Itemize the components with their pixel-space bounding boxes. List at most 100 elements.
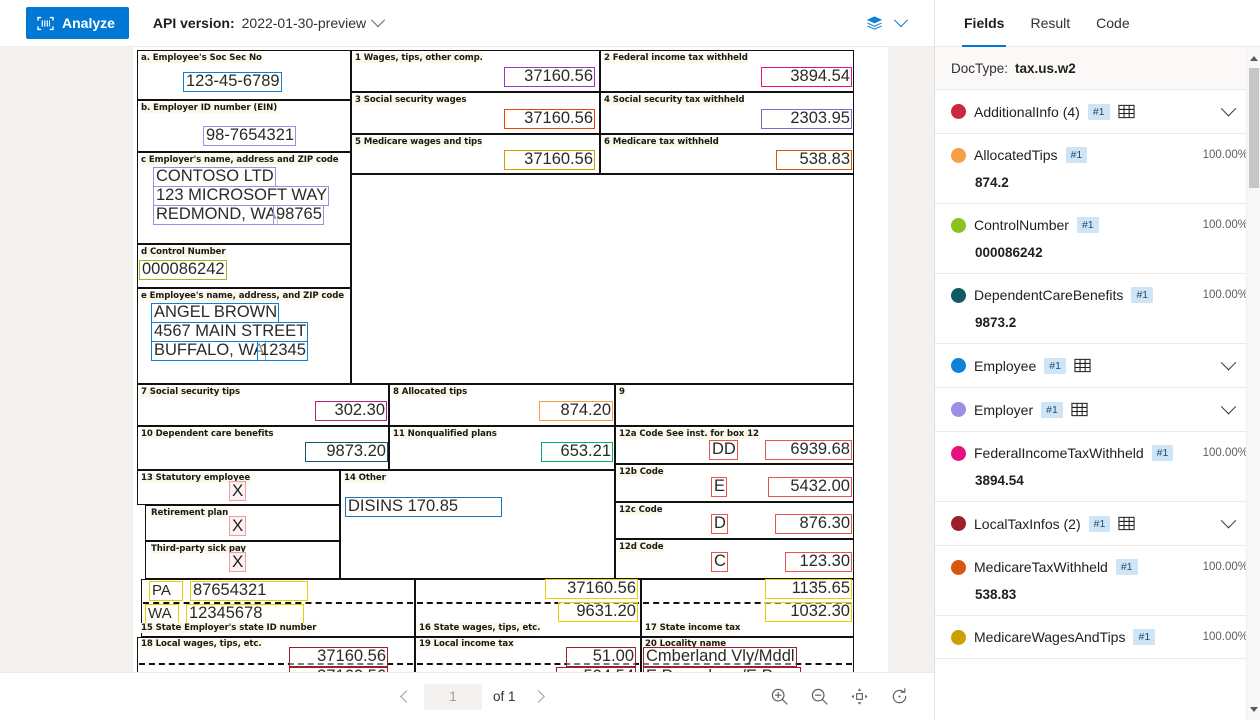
value-state-1-id[interactable]: 87654321: [190, 581, 308, 601]
value-box-20-row-1[interactable]: Cmberland Vly/Mddl: [643, 647, 797, 667]
checkbox-statutory-employee[interactable]: X: [229, 481, 247, 501]
value-employee-zip[interactable]: 12345: [257, 341, 308, 361]
expand-field-button[interactable]: [1220, 100, 1248, 117]
table-icon[interactable]: [1117, 103, 1135, 120]
field-row[interactable]: LocalTaxInfos (2) #1: [935, 502, 1260, 546]
field-occurrence-tag[interactable]: #1: [1041, 401, 1063, 418]
tab-fields[interactable]: Fields: [951, 0, 1017, 47]
field-row[interactable]: FederalIncomeTaxWithheld #1 100.00% 3894.54: [935, 432, 1260, 502]
expand-field-button[interactable]: [1220, 398, 1248, 415]
scrollbar-thumb[interactable]: [1249, 68, 1259, 188]
field-occurrence-tag[interactable]: #1: [1065, 147, 1088, 163]
value-box-12c-amount[interactable]: 876.30: [775, 514, 852, 534]
value-box-12d-code[interactable]: C: [711, 552, 728, 572]
layers-icon[interactable]: [865, 14, 884, 33]
page-canvas[interactable]: a. Employee's Soc Sec No 123-45-6789 b. …: [0, 47, 934, 672]
zoom-in-button[interactable]: [766, 684, 792, 710]
tab-code[interactable]: Code: [1083, 0, 1142, 47]
checkbox-retirement-plan[interactable]: X: [229, 516, 247, 536]
field-occurrence-tag[interactable]: #1: [1151, 445, 1174, 461]
table-icon[interactable]: [1074, 357, 1091, 374]
value-employee-street[interactable]: 4567 MAIN STREET: [151, 322, 309, 342]
field-occurrence-tag[interactable]: #1: [1133, 629, 1156, 645]
field-occurrence-tag[interactable]: #1: [1115, 559, 1138, 575]
field-box-12d[interactable]: [615, 539, 854, 579]
prev-page-button[interactable]: [392, 683, 420, 711]
field-value: 3894.54: [975, 473, 1024, 488]
field-row[interactable]: MedicareWagesAndTips #1 100.00%: [935, 616, 1260, 659]
panel-scrollbar[interactable]: [1246, 47, 1260, 720]
value-box-12b-code[interactable]: E: [711, 477, 728, 497]
field-row[interactable]: MedicareTaxWithheld #1 100.00% 538.83: [935, 546, 1260, 616]
value-ssn[interactable]: 123-45-6789: [183, 72, 282, 92]
value-box-12a-amount[interactable]: 6939.68: [765, 440, 852, 460]
value-employer-zip[interactable]: 98765: [273, 205, 324, 225]
value-employer-citystate[interactable]: REDMOND, WA: [153, 205, 279, 225]
field-row[interactable]: Employee #1: [935, 344, 1260, 388]
value-control-number[interactable]: 000086242: [139, 260, 227, 280]
table-icon[interactable]: [1071, 401, 1088, 418]
field-occurrence-tag[interactable]: #1: [1131, 287, 1154, 303]
value-state-2[interactable]: WA: [145, 604, 179, 624]
tab-result[interactable]: Result: [1017, 0, 1083, 47]
value-box-20-row-2[interactable]: E.Pennsboro/E.Pnns: [643, 667, 802, 672]
field-row[interactable]: ControlNumber #1 100.00% 000086242: [935, 204, 1260, 274]
field-header: MedicareWagesAndTips #1 100.00%: [951, 629, 1248, 645]
value-box-3[interactable]: 37160.56: [504, 109, 595, 129]
table-icon[interactable]: [1118, 515, 1135, 532]
value-box-14[interactable]: DISINS 170.85: [345, 497, 502, 517]
next-page-button[interactable]: [525, 683, 553, 711]
value-box-18-row-2[interactable]: 37160.56: [289, 667, 388, 672]
analyze-button[interactable]: Analyze: [26, 7, 129, 39]
value-box-8[interactable]: 874.20: [539, 401, 613, 421]
value-box-16-row-2[interactable]: 9631.20: [558, 602, 638, 622]
value-box-4[interactable]: 2303.95: [761, 109, 852, 129]
expand-field-button[interactable]: [1220, 512, 1248, 529]
value-box-11[interactable]: 653.21: [541, 442, 613, 462]
value-ein[interactable]: 98-7654321: [203, 126, 297, 146]
scroll-down-button[interactable]: [1247, 701, 1260, 717]
value-employee-citystate[interactable]: BUFFALO, WA: [151, 341, 267, 361]
value-box-12c-code[interactable]: D: [711, 514, 728, 534]
field-occurrence-tag[interactable]: #1: [1087, 103, 1110, 120]
field-list[interactable]: AdditionalInfo (4) #1 AllocatedTips #1 100.0…: [935, 90, 1260, 720]
field-row[interactable]: AllocatedTips #1 100.00% 874.2: [935, 134, 1260, 204]
layers-chevron-down-icon[interactable]: [893, 13, 909, 28]
api-version-selector[interactable]: API version: 2022-01-30-preview: [153, 13, 386, 31]
field-box-e[interactable]: [137, 288, 351, 384]
value-employee-name[interactable]: ANGEL BROWN: [151, 303, 280, 323]
field-occurrence-tag[interactable]: #1: [1076, 217, 1099, 233]
value-box-12b-amount[interactable]: 5432.00: [768, 477, 852, 497]
fit-to-screen-button[interactable]: [846, 684, 872, 710]
value-box-17-row-2[interactable]: 1032.30: [765, 602, 852, 622]
zoom-out-button[interactable]: [806, 684, 832, 710]
value-box-16-row-1[interactable]: 37160.56: [545, 579, 638, 599]
value-box-19-row-1[interactable]: 51.00: [566, 647, 636, 667]
rotate-button[interactable]: [886, 684, 912, 710]
value-employer-street[interactable]: 123 MICROSOFT WAY: [153, 186, 330, 206]
field-occurrence-tag[interactable]: #1: [1044, 357, 1066, 374]
value-box-2[interactable]: 3894.54: [761, 67, 852, 87]
value-box-10[interactable]: 9873.20: [305, 442, 388, 462]
expand-field-button[interactable]: [1220, 354, 1248, 371]
field-box-14[interactable]: [340, 470, 615, 579]
value-box-19-row-2[interactable]: 594.54: [556, 667, 636, 672]
field-row[interactable]: Employer #1: [935, 388, 1260, 432]
value-box-12a-code[interactable]: DD: [709, 440, 738, 460]
value-box-1[interactable]: 37160.56: [504, 67, 595, 87]
value-box-12d-amount[interactable]: 123.30: [785, 552, 852, 572]
value-state-2-id[interactable]: 12345678: [186, 604, 304, 624]
page-number-input[interactable]: [424, 683, 482, 710]
scroll-up-button[interactable]: [1247, 50, 1260, 66]
field-row[interactable]: AdditionalInfo (4) #1: [935, 90, 1260, 134]
value-employer-name[interactable]: CONTOSO LTD: [153, 167, 276, 187]
field-occurrence-tag[interactable]: #1: [1088, 515, 1111, 532]
value-box-18-row-1[interactable]: 37160.56: [289, 647, 388, 667]
checkbox-third-party-sick-pay[interactable]: X: [229, 552, 247, 572]
value-box-17-row-1[interactable]: 1135.65: [765, 579, 852, 599]
value-box-6[interactable]: 538.83: [776, 150, 852, 170]
field-row[interactable]: DependentCareBenefits #1 100.00% 9873.2: [935, 274, 1260, 344]
value-box-7[interactable]: 302.30: [315, 401, 387, 421]
value-box-5[interactable]: 37160.56: [504, 150, 595, 170]
value-state-1[interactable]: PA: [149, 581, 183, 601]
